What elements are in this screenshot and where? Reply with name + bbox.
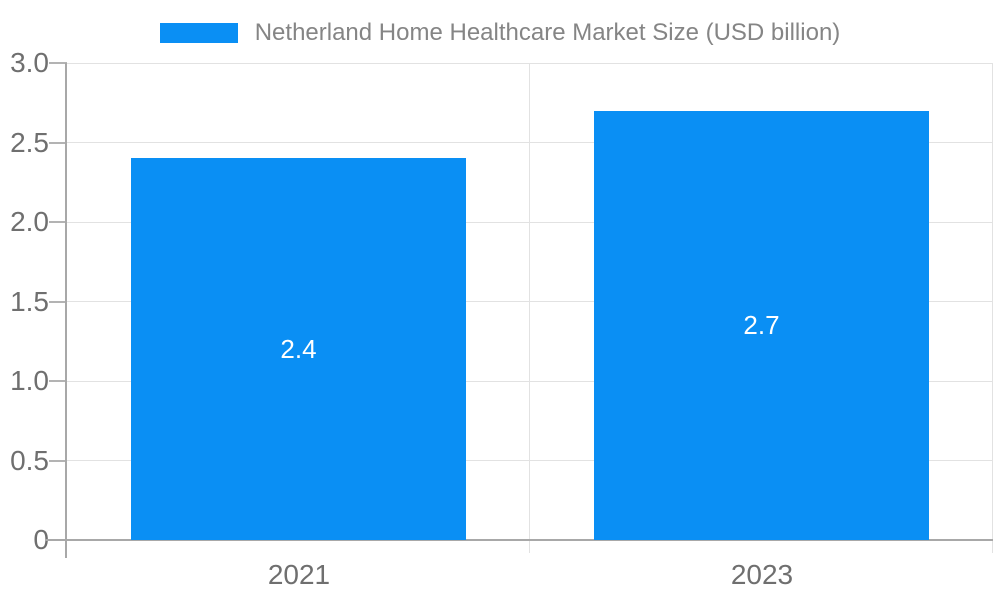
y-tick-label: 1.0	[10, 365, 49, 396]
y-gridline	[67, 142, 993, 143]
x-axis-line	[45, 539, 993, 541]
y-axis-line	[65, 63, 67, 558]
y-axis-tick	[49, 141, 67, 144]
plot-area: 0 0.5 1.0 1.5 2.0 2.5 3.0 2.4 2021 2.7 2023	[10, 47, 993, 590]
bar-value-label: 2.4	[280, 333, 317, 364]
y-gridline	[67, 380, 993, 382]
bar-2021[interactable]: 2.4	[131, 158, 466, 540]
y-axis-tick	[49, 300, 67, 303]
x-gridline	[529, 63, 530, 553]
y-tick-label: 0.5	[10, 444, 49, 476]
y-axis-tick	[49, 62, 67, 64]
x-gridline	[992, 63, 993, 553]
y-tick-label: 0	[33, 524, 49, 555]
y-gridline	[67, 301, 993, 302]
y-gridline	[67, 62, 993, 64]
chart-legend[interactable]: Netherland Home Healthcare Market Size (…	[0, 18, 1000, 48]
y-gridline	[67, 221, 993, 223]
y-tick-label: 2.5	[10, 126, 49, 158]
y-axis-tick	[49, 459, 67, 462]
bar-2023[interactable]: 2.7	[594, 111, 929, 540]
legend-swatch[interactable]	[159, 23, 238, 43]
y-axis-tick	[49, 221, 67, 223]
y-gridline	[67, 460, 993, 461]
legend-label[interactable]: Netherland Home Healthcare Market Size (…	[254, 19, 841, 46]
y-tick-label: 3.0	[10, 47, 49, 78]
y-axis-tick	[49, 380, 67, 382]
x-axis-label: 2021	[267, 559, 331, 590]
x-axis-label: 2023	[730, 559, 794, 590]
bar-value-label: 2.7	[743, 310, 780, 340]
y-tick-label: 1.5	[10, 285, 49, 317]
y-tick-label: 2.0	[10, 206, 49, 237]
